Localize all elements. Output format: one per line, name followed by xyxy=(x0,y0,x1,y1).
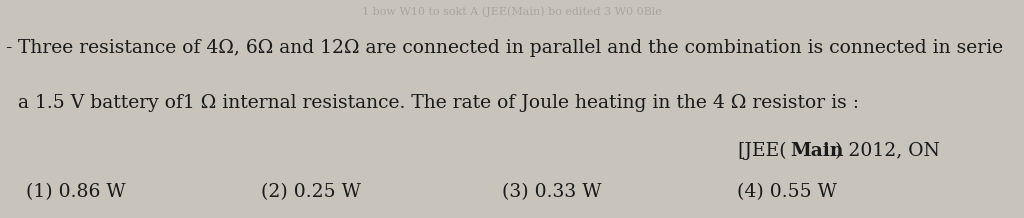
Text: [JEE(: [JEE( xyxy=(737,142,786,160)
Text: Three resistance of 4Ω, 6Ω and 12Ω are connected in parallel and the combination: Three resistance of 4Ω, 6Ω and 12Ω are c… xyxy=(18,39,1004,57)
Text: 1 bow W10 to sokt A (JEE(Main) bo edited 3 W0 0Ble: 1 bow W10 to sokt A (JEE(Main) bo edited… xyxy=(362,7,662,17)
Text: (1) 0.86 W: (1) 0.86 W xyxy=(26,183,125,201)
Text: (2) 0.25 W: (2) 0.25 W xyxy=(261,183,361,201)
Text: ) 2012, ON: ) 2012, ON xyxy=(835,142,939,160)
Text: a 1.5 V battery of1 Ω internal resistance. The rate of Joule heating in the 4 Ω : a 1.5 V battery of1 Ω internal resistanc… xyxy=(18,94,859,112)
Text: Main: Main xyxy=(791,142,844,160)
Text: -: - xyxy=(5,39,11,57)
Text: (3) 0.33 W: (3) 0.33 W xyxy=(502,183,601,201)
Text: (4) 0.55 W: (4) 0.55 W xyxy=(737,183,838,201)
